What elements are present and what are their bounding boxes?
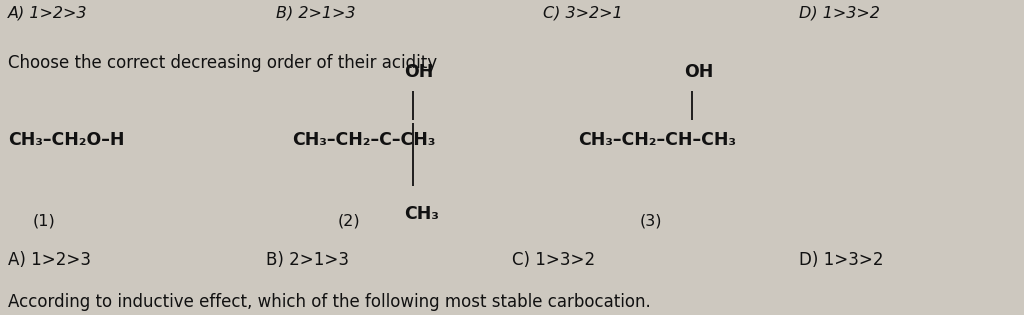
Text: (2): (2) xyxy=(338,213,360,228)
Text: Choose the correct decreasing order of their acidity: Choose the correct decreasing order of t… xyxy=(8,54,437,72)
Text: (3): (3) xyxy=(640,213,663,228)
Text: D) 1>3>2: D) 1>3>2 xyxy=(799,251,884,269)
Text: OH: OH xyxy=(684,63,714,82)
Text: B) 2>1>3: B) 2>1>3 xyxy=(276,5,356,20)
Text: C) 3>2>1: C) 3>2>1 xyxy=(543,5,623,20)
Text: D) 1>3>2: D) 1>3>2 xyxy=(799,5,880,20)
Text: A) 1>2>3: A) 1>2>3 xyxy=(8,251,91,269)
Text: CH₃–CH₂–CH–CH₃: CH₃–CH₂–CH–CH₃ xyxy=(579,131,736,149)
Text: C) 1>3>2: C) 1>3>2 xyxy=(512,251,595,269)
Text: (1): (1) xyxy=(33,213,55,228)
Text: According to inductive effect, which of the following most stable carbocation.: According to inductive effect, which of … xyxy=(8,293,651,312)
Text: CH₃–CH₂–C–CH₃: CH₃–CH₂–C–CH₃ xyxy=(292,131,435,149)
Text: CH₃–CH₂O–H: CH₃–CH₂O–H xyxy=(8,131,125,149)
Text: B) 2>1>3: B) 2>1>3 xyxy=(266,251,349,269)
Text: A) 1>2>3: A) 1>2>3 xyxy=(8,5,88,20)
Text: CH₃: CH₃ xyxy=(404,205,439,223)
Text: OH: OH xyxy=(404,63,434,82)
